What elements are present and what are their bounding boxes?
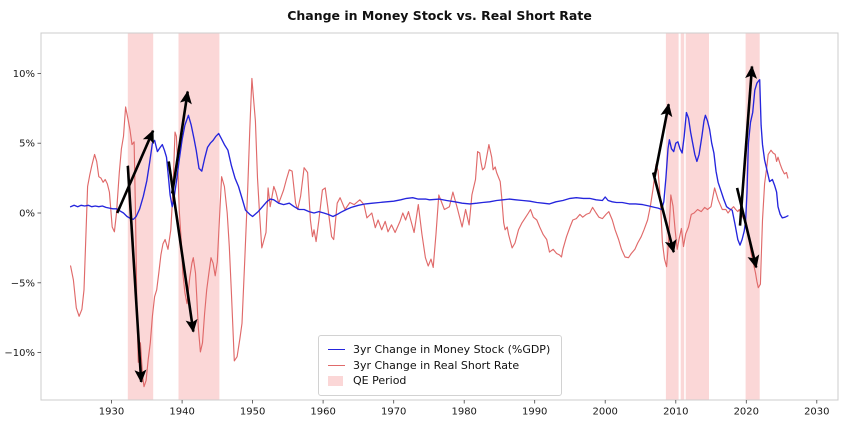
x-tick-label: 1980	[451, 407, 476, 418]
x-tick-label: 1940	[169, 407, 194, 418]
legend-item-real-short-rate: 3yr Change in Real Short Rate	[328, 358, 550, 374]
series-line-rate	[70, 77, 789, 388]
annotation-arrow	[170, 90, 192, 194]
annotation-arrow	[738, 65, 758, 226]
legend-item-money-stock: 3yr Change in Money Stock (%GDP)	[328, 342, 550, 358]
qe-band	[680, 33, 685, 400]
money-stock-line-swatch-icon	[328, 349, 346, 351]
x-tick-label: 1990	[522, 407, 547, 418]
chart-title: Change in Money Stock vs. Real Short Rat…	[287, 8, 592, 23]
y-tick-label: −5%	[11, 278, 35, 289]
y-tick-label: 10%	[13, 69, 35, 80]
series-line-money	[69, 79, 789, 246]
legend: 3yr Change in Money Stock (%GDP) 3yr Cha…	[318, 335, 563, 396]
annotation-arrow	[735, 187, 760, 269]
legend-label-real-short-rate: 3yr Change in Real Short Rate	[353, 358, 520, 372]
x-tick-label: 2030	[804, 407, 829, 418]
legend-label-qe-period: QE Period	[353, 374, 407, 387]
qe-band	[685, 33, 709, 400]
qe-band	[665, 33, 679, 400]
plot-border	[40, 32, 839, 401]
qe-band	[178, 33, 220, 400]
x-tick-label: 2010	[663, 407, 688, 418]
annotation-arrow	[651, 172, 677, 254]
annotation-arrow	[653, 103, 673, 177]
x-tick-label: 1970	[381, 407, 406, 418]
x-tick-label: 1930	[99, 407, 124, 418]
annotation-arrow	[116, 129, 155, 214]
x-tick-label: 1950	[240, 407, 265, 418]
qe-period-patch-swatch-icon	[328, 375, 346, 386]
x-tick-label: 2020	[734, 407, 759, 418]
annotation-arrow	[126, 165, 147, 383]
x-tick-label: 1960	[310, 407, 335, 418]
y-tick-label: 5%	[19, 139, 35, 150]
annotation-arrow	[167, 161, 198, 333]
x-tick-label: 2000	[592, 407, 617, 418]
real-short-rate-line-swatch-icon	[328, 364, 346, 366]
y-tick-label: 0%	[19, 209, 35, 220]
legend-label-money-stock: 3yr Change in Money Stock (%GDP)	[353, 343, 551, 356]
legend-item-qe-period: QE Period	[328, 373, 550, 389]
y-tick-label: −10%	[4, 348, 35, 359]
qe-band	[745, 33, 760, 400]
